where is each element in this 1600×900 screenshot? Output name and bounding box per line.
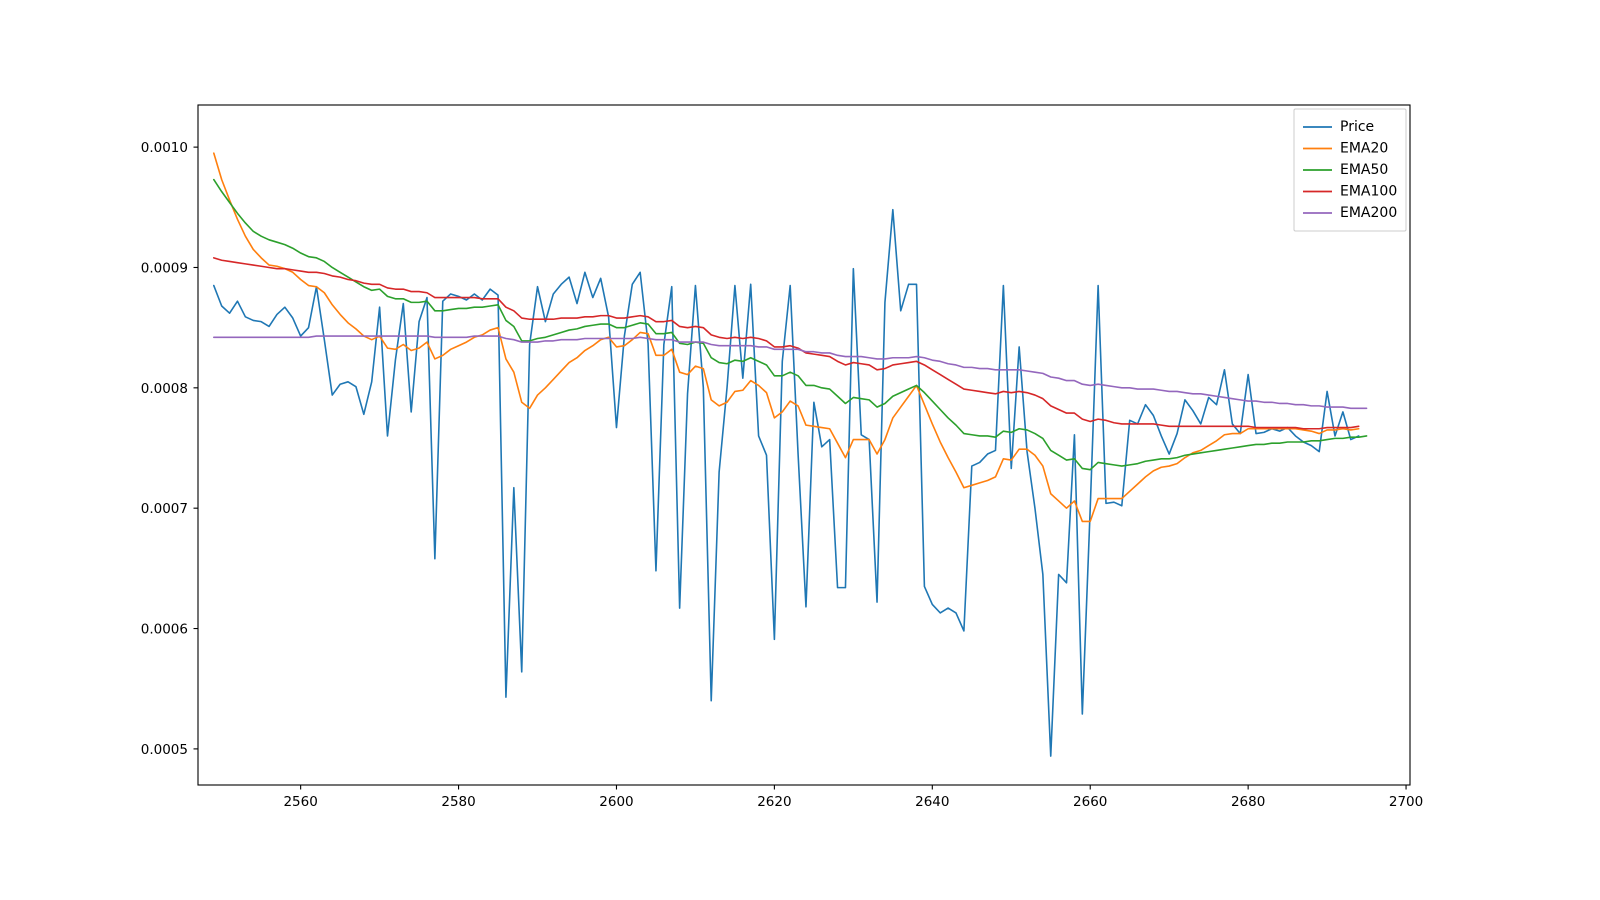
x-tick-label: 2680 xyxy=(1231,794,1265,810)
x-axis-ticks: 2560 2580 2600 2620 2640 2660 2680 2700 xyxy=(283,785,1423,810)
plot-background xyxy=(198,105,1410,785)
x-tick-label: 2580 xyxy=(441,794,475,810)
x-tick-label: 2600 xyxy=(599,794,633,810)
legend-frame xyxy=(1293,108,1407,232)
axes-frame xyxy=(197,104,1411,786)
legend-label-price[interactable]: Price xyxy=(1340,119,1374,135)
x-tick-label: 2560 xyxy=(283,794,317,810)
data-series-group xyxy=(212,152,1368,757)
legend-label-ema200[interactable]: EMA200 xyxy=(1340,205,1397,221)
series-line-ema200 xyxy=(212,335,1368,410)
x-tick-label: 2700 xyxy=(1389,794,1423,810)
axes-spines xyxy=(197,104,1411,786)
y-tick-label: 0.0007 xyxy=(141,501,188,517)
series-line-ema50 xyxy=(212,178,1368,471)
series-line-price xyxy=(212,208,1360,757)
x-tick-label: 2620 xyxy=(757,794,791,810)
legend-label-ema50[interactable]: EMA50 xyxy=(1340,162,1388,178)
x-tick-label: 2660 xyxy=(1073,794,1107,810)
y-tick-label: 0.0006 xyxy=(141,622,188,638)
y-tick-label: 0.0009 xyxy=(141,260,188,276)
series-line-ema20 xyxy=(212,152,1360,523)
y-tick-label: 0.0010 xyxy=(141,140,188,156)
series-line-ema100 xyxy=(212,257,1360,430)
legend-label-ema100[interactable]: EMA100 xyxy=(1340,184,1397,200)
chart-legend[interactable]: Price EMA20 EMA50 EMA100 EMA200 xyxy=(1293,108,1407,232)
legend-label-ema20[interactable]: EMA20 xyxy=(1340,141,1388,157)
y-tick-label: 0.0005 xyxy=(141,742,188,758)
y-tick-label: 0.0008 xyxy=(141,381,188,397)
x-tick-label: 2640 xyxy=(915,794,949,810)
y-axis-ticks: 0.0005 0.0006 0.0007 0.0008 0.0009 0.0010 xyxy=(141,140,198,758)
